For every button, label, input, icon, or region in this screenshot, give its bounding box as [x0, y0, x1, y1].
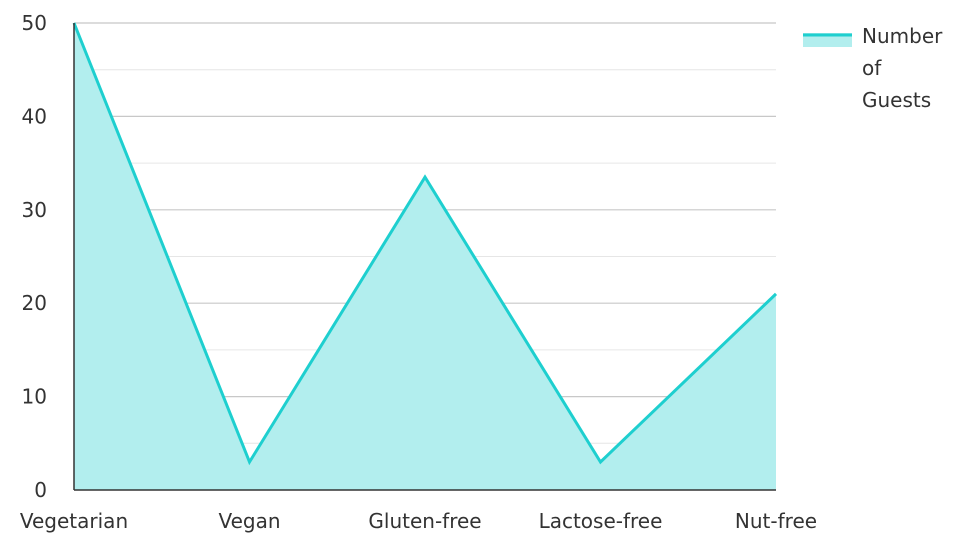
x-axis-ticks: Vegetarian Vegan Gluten-free Lactose-free Nu… — [20, 509, 817, 533]
y-tick-label: 50 — [22, 11, 47, 35]
y-tick-label: 30 — [22, 198, 47, 222]
legend-label-line-3: Guests — [862, 88, 931, 112]
legend-label-line-2: of — [862, 56, 882, 80]
x-tick-label: Gluten-free — [368, 509, 481, 533]
legend[interactable]: Number of Guests — [803, 24, 943, 112]
legend-label-line-1: Number — [862, 24, 943, 48]
y-axis-ticks: 0 10 20 30 40 50 — [22, 11, 47, 502]
series-area-fill — [74, 23, 776, 490]
x-tick-label: Nut-free — [735, 509, 817, 533]
y-tick-label: 10 — [22, 385, 47, 409]
y-tick-label: 40 — [22, 104, 47, 128]
y-tick-label: 0 — [34, 478, 47, 502]
x-tick-label: Vegetarian — [20, 509, 128, 533]
x-tick-label: Vegan — [218, 509, 280, 533]
axes — [73, 23, 776, 491]
x-tick-label: Lactose-free — [539, 509, 663, 533]
y-tick-label: 20 — [22, 291, 47, 315]
